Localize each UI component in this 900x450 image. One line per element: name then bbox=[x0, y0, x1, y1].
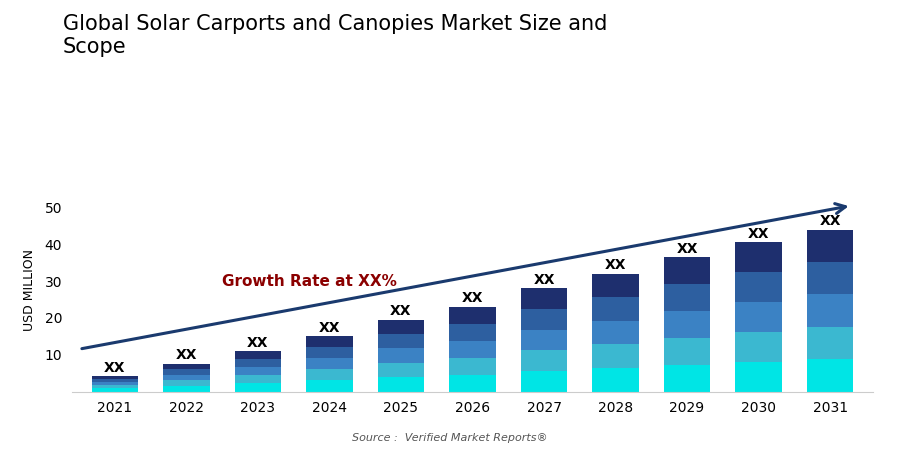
Bar bbox=[378, 320, 424, 334]
Bar bbox=[163, 375, 210, 380]
Bar bbox=[664, 284, 710, 311]
Bar bbox=[592, 344, 639, 368]
Text: Growth Rate at XX%: Growth Rate at XX% bbox=[222, 274, 397, 288]
Bar bbox=[521, 288, 567, 309]
Bar bbox=[378, 334, 424, 348]
Bar bbox=[735, 302, 782, 332]
Bar bbox=[806, 230, 853, 262]
Bar bbox=[92, 388, 139, 392]
Bar bbox=[449, 307, 496, 324]
Bar bbox=[92, 376, 139, 379]
Bar bbox=[235, 359, 281, 367]
Bar bbox=[306, 347, 353, 358]
Bar bbox=[449, 374, 496, 392]
Bar bbox=[735, 272, 782, 302]
Bar bbox=[449, 341, 496, 358]
Bar bbox=[449, 358, 496, 374]
Bar bbox=[806, 294, 853, 327]
Bar bbox=[592, 321, 639, 344]
Bar bbox=[163, 380, 210, 386]
Text: XX: XX bbox=[819, 214, 841, 228]
Bar bbox=[235, 383, 281, 392]
Bar bbox=[735, 243, 782, 272]
Text: Source :  Verified Market Reports®: Source : Verified Market Reports® bbox=[352, 433, 548, 443]
Text: Global Solar Carports and Canopies Market Size and
Scope: Global Solar Carports and Canopies Marke… bbox=[63, 14, 608, 57]
Text: XX: XX bbox=[605, 258, 626, 272]
Bar bbox=[521, 330, 567, 350]
Bar bbox=[735, 332, 782, 362]
Bar bbox=[664, 257, 710, 284]
Text: XX: XX bbox=[248, 336, 269, 350]
Y-axis label: USD MILLION: USD MILLION bbox=[23, 249, 36, 331]
Text: XX: XX bbox=[462, 291, 483, 306]
Bar bbox=[592, 297, 639, 321]
Text: XX: XX bbox=[534, 273, 554, 287]
Bar bbox=[235, 367, 281, 375]
Text: XX: XX bbox=[748, 227, 770, 241]
Text: XX: XX bbox=[176, 348, 197, 362]
Bar bbox=[806, 359, 853, 392]
Bar bbox=[306, 358, 353, 369]
Bar bbox=[806, 327, 853, 359]
Bar bbox=[163, 386, 210, 391]
Bar bbox=[521, 371, 567, 392]
Bar bbox=[235, 375, 281, 383]
Bar bbox=[664, 338, 710, 364]
Bar bbox=[306, 380, 353, 392]
Text: XX: XX bbox=[104, 360, 126, 374]
Bar bbox=[92, 385, 139, 388]
Bar bbox=[378, 363, 424, 377]
Text: XX: XX bbox=[676, 242, 698, 256]
Bar bbox=[306, 369, 353, 380]
Bar bbox=[306, 336, 353, 347]
Text: XX: XX bbox=[319, 321, 340, 335]
Text: XX: XX bbox=[391, 304, 411, 318]
Bar bbox=[449, 324, 496, 341]
Bar bbox=[664, 311, 710, 338]
Bar bbox=[521, 309, 567, 330]
Bar bbox=[664, 364, 710, 392]
Bar bbox=[92, 379, 139, 382]
Bar bbox=[592, 368, 639, 392]
Bar bbox=[521, 350, 567, 371]
Bar bbox=[378, 348, 424, 363]
Bar bbox=[378, 377, 424, 392]
Bar bbox=[235, 351, 281, 359]
Bar bbox=[92, 382, 139, 385]
Bar bbox=[806, 262, 853, 294]
Bar bbox=[163, 369, 210, 375]
Bar bbox=[735, 362, 782, 392]
Bar bbox=[592, 274, 639, 297]
Bar bbox=[163, 364, 210, 369]
